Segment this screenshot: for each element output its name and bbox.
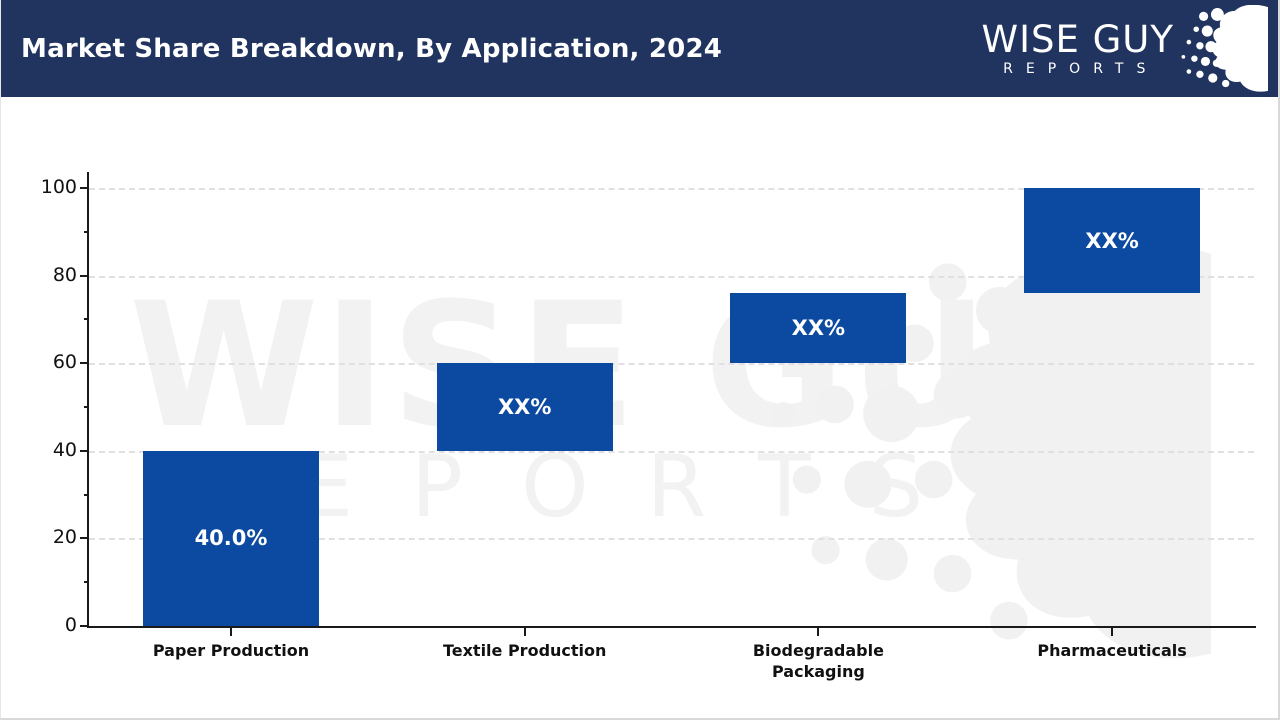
logo-face-icon <box>1181 5 1268 92</box>
gridline-100 <box>89 188 1254 190</box>
y-tick-label-100: 100 <box>40 176 77 198</box>
chart-area: WISE GUY REPORTS 0 20 40 60 80 100 40.0% Paper … <box>1 97 1278 718</box>
y-major-tick-80 <box>80 274 89 277</box>
gridline-80 <box>89 275 1254 278</box>
y-minor-tick-30 <box>84 493 89 496</box>
y-minor-tick-10 <box>84 581 89 584</box>
y-tick-label-40: 40 <box>52 438 77 461</box>
chart-title: Market Share Breakdown, By Application, … <box>21 33 723 64</box>
logo-text: WISE GUY REPORTS <box>981 18 1174 78</box>
y-tick-label-20: 20 <box>52 526 77 549</box>
bar-value-label: 40.0% <box>194 526 268 551</box>
logo-subtitle: REPORTS <box>1003 61 1159 77</box>
y-minor-tick-70 <box>84 318 89 321</box>
gridline-60 <box>89 363 1254 366</box>
y-tick-label-60: 60 <box>52 351 77 374</box>
x-tick-2 <box>817 628 820 636</box>
y-minor-tick-90 <box>84 230 89 233</box>
x-category-label-0: Paper Production <box>152 641 310 660</box>
y-major-tick-60 <box>80 362 89 365</box>
x-category-label-3: Pharmaceuticals <box>1037 641 1187 660</box>
x-axis-line <box>87 626 1256 628</box>
y-axis-line <box>87 172 89 628</box>
bar-pharmaceuticals: XX% <box>1024 188 1201 294</box>
y-tick-label-0: 0 <box>64 614 77 636</box>
chart-header: Market Share Breakdown, By Application, … <box>1 0 1278 97</box>
bar-value-label: XX% <box>497 394 552 419</box>
wiseguy-logo: WISE GUY REPORTS <box>982 4 1268 94</box>
bar-biodegradable-packaging: XX% <box>730 293 907 364</box>
y-minor-tick-50 <box>84 406 89 408</box>
gridline-40 <box>89 450 1254 453</box>
watermark-face-pattern <box>771 241 1211 659</box>
x-tick-1 <box>523 628 526 636</box>
y-major-tick-20 <box>80 537 89 540</box>
x-tick-0 <box>230 628 232 636</box>
y-major-tick-100 <box>80 187 89 189</box>
x-tick-3 <box>1111 628 1114 636</box>
bar-paper-production: 40.0% <box>143 450 319 626</box>
bar-value-label: XX% <box>1085 228 1139 253</box>
y-major-tick-0 <box>80 625 89 627</box>
bar-value-label: XX% <box>791 316 846 341</box>
logo-wordmark: WISE GUY <box>981 18 1174 61</box>
x-category-label-1: Textile Production <box>442 641 607 660</box>
y-tick-label-80: 80 <box>52 263 77 286</box>
x-category-label-2: Biodegradable Packaging <box>752 641 884 681</box>
bar-textile-production: XX% <box>436 363 613 451</box>
gridline-20 <box>89 538 1254 541</box>
y-major-tick-40 <box>80 449 89 452</box>
